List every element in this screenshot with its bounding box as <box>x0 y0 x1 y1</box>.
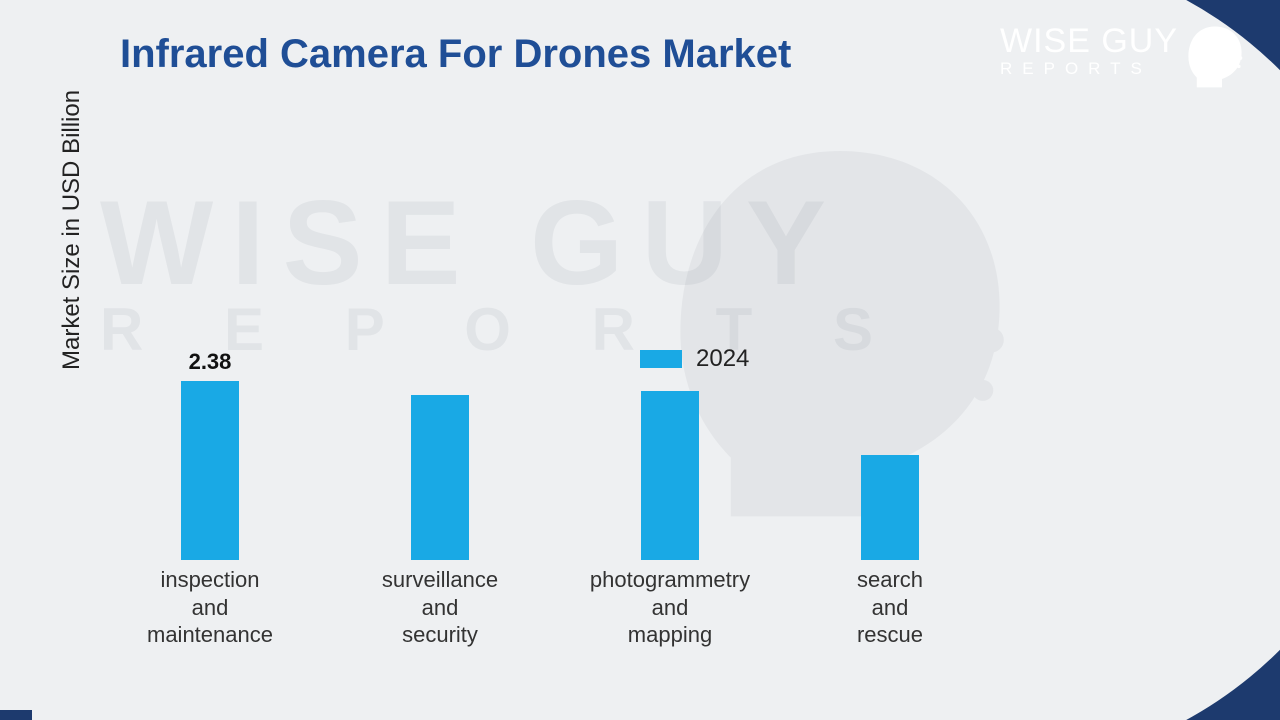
plot-area: 2.38inspectionandmaintenancesurveillance… <box>120 150 960 560</box>
chart-canvas: WISE GUY R E P O R T S Infrared Camera F… <box>0 0 1280 720</box>
chart-title: Infrared Camera For Drones Market <box>120 32 791 77</box>
category-label: surveillanceandsecurity <box>340 566 540 649</box>
brand-head-icon <box>1180 18 1250 98</box>
bar <box>861 455 919 560</box>
chart-area: 2.38inspectionandmaintenancesurveillance… <box>120 150 960 650</box>
y-axis-label: Market Size in USD Billion <box>58 90 86 370</box>
category-label: inspectionandmaintenance <box>110 566 310 649</box>
bar <box>411 395 469 560</box>
bar: 2.38 <box>181 381 239 560</box>
bar <box>641 391 699 560</box>
bar-value-label: 2.38 <box>189 349 232 375</box>
category-label: searchandrescue <box>790 566 990 649</box>
category-label: photogrammetryandmapping <box>570 566 770 649</box>
bottom-accent-strip <box>0 710 32 720</box>
